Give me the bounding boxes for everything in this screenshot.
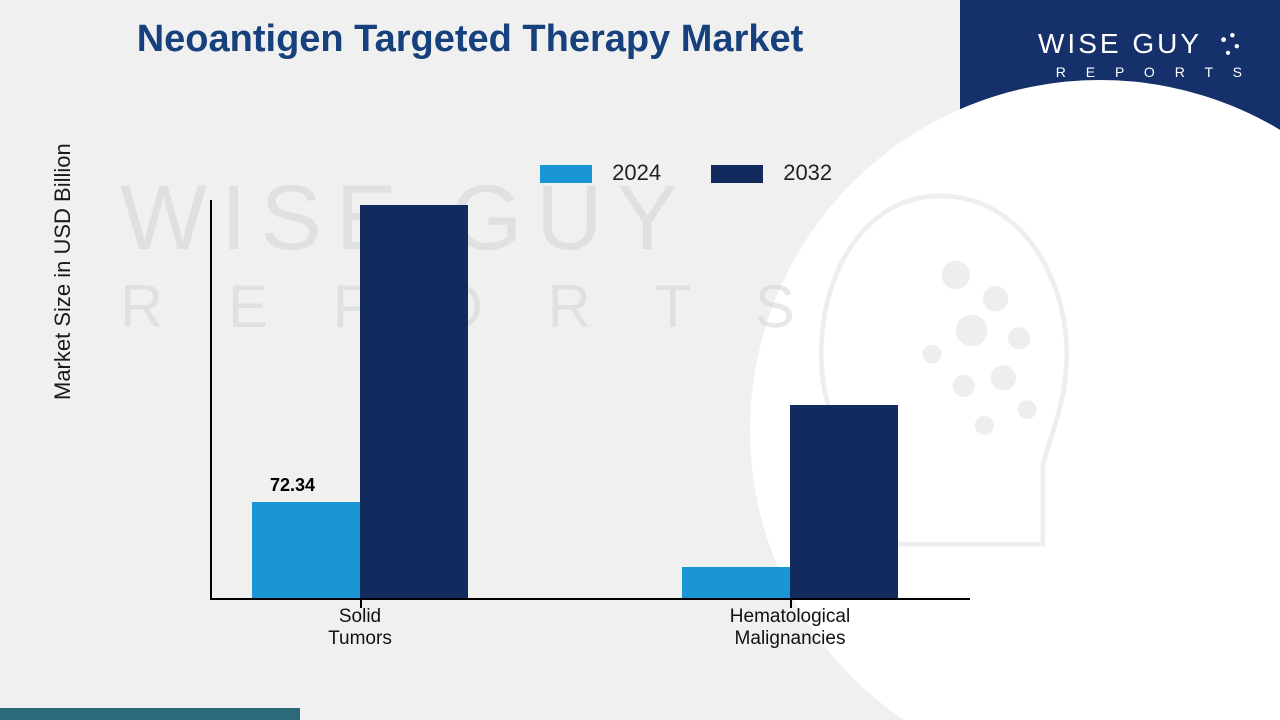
- plot-area: 72.34SolidTumorsHematologicalMalignancie…: [210, 200, 970, 600]
- legend-item-2024: 2024: [540, 160, 661, 186]
- bar: [252, 502, 360, 598]
- legend-swatch-2024: [540, 165, 592, 183]
- category-label: SolidTumors: [232, 606, 488, 650]
- category-label: HematologicalMalignancies: [662, 606, 918, 650]
- chart-title: Neoantigen Targeted Therapy Market: [60, 18, 880, 61]
- axis-tick: [360, 600, 362, 608]
- bar-group: [682, 405, 898, 598]
- brand-line1: WISE GUY: [1038, 28, 1202, 60]
- legend-item-2032: 2032: [711, 160, 832, 186]
- bar: [360, 205, 468, 598]
- brand-logo: WISE GUY R E P O R T S: [1038, 22, 1250, 80]
- brand-head-icon: [1206, 22, 1250, 66]
- bar: [790, 405, 898, 598]
- page: WISE GUY R E P O R T S Neoantigen Target…: [0, 0, 1280, 720]
- y-axis-label: Market Size in USD Billion: [50, 143, 76, 400]
- legend: 2024 2032: [540, 160, 832, 186]
- bar-group: 72.34: [252, 205, 468, 598]
- bar: [682, 567, 790, 598]
- legend-label-2024: 2024: [612, 160, 661, 185]
- legend-swatch-2032: [711, 165, 763, 183]
- chart-area: 72.34SolidTumorsHematologicalMalignancie…: [110, 200, 980, 630]
- axis-tick: [790, 600, 792, 608]
- legend-label-2032: 2032: [783, 160, 832, 185]
- brand-line2: R E P O R T S: [1038, 64, 1250, 80]
- bar-value-label: 72.34: [270, 475, 315, 496]
- bottom-accent-bar: [0, 708, 300, 720]
